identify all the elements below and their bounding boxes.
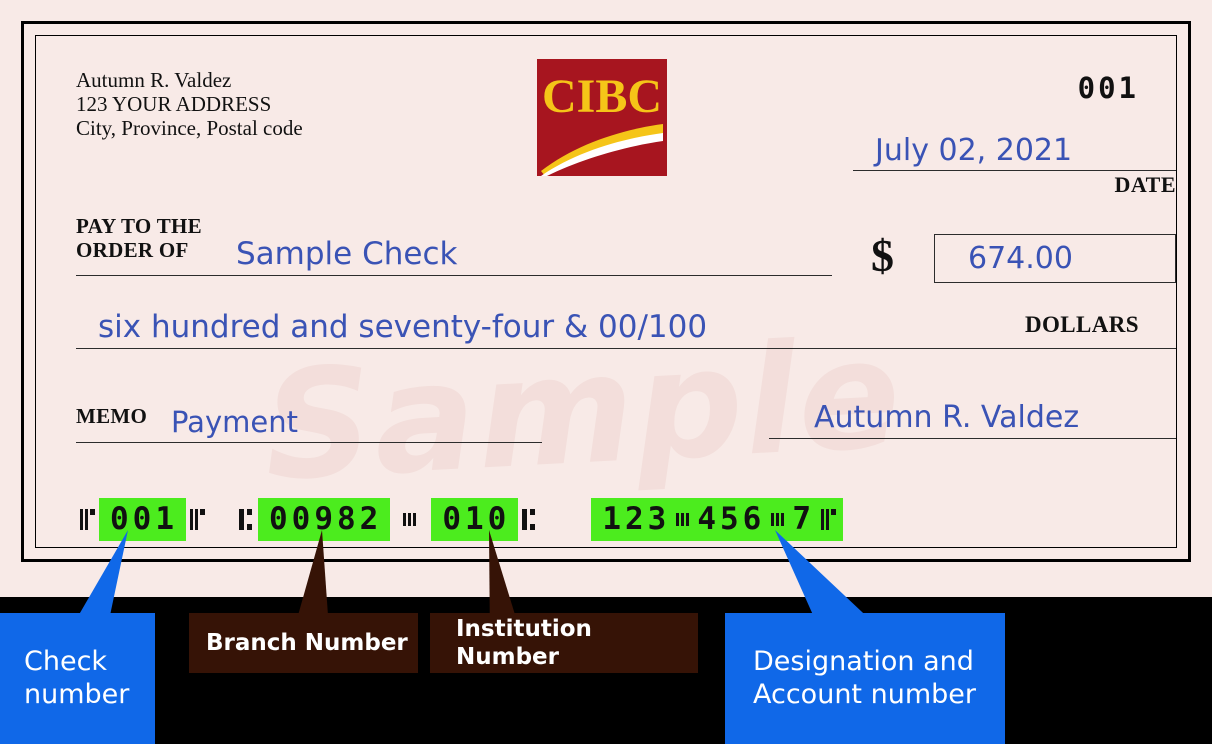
signature-field: Autumn R. Valdez bbox=[769, 400, 1176, 439]
callout-account-number-label: Designation and Account number bbox=[753, 645, 976, 710]
on-us-symbol-icon-2 bbox=[189, 506, 206, 533]
payee-value[interactable]: Sample Check bbox=[236, 236, 458, 272]
on-us-symbol-icon bbox=[79, 506, 96, 533]
amount-numeric-value: 674.00 bbox=[968, 241, 1073, 276]
micr-account-part-3: 7 bbox=[792, 500, 815, 537]
micr-institution-number: 010 bbox=[431, 497, 519, 541]
pay-to-order-label-line-1: PAY TO THE bbox=[76, 214, 202, 238]
payee-underline bbox=[76, 275, 832, 276]
amount-words-value[interactable]: six hundred and seventy-four & 00/100 bbox=[98, 309, 708, 345]
callout-institution-number-label: Institution Number bbox=[456, 615, 592, 670]
micr-check-number: 001 bbox=[99, 497, 186, 541]
signature-underline bbox=[769, 438, 1176, 439]
on-us-symbol-icon-3 bbox=[820, 505, 837, 532]
callout-check-number[interactable]: Check number bbox=[0, 613, 155, 744]
micr-account-group: 123 456 7 bbox=[591, 497, 843, 541]
dollars-label: DOLLARS bbox=[1025, 312, 1139, 337]
dash-symbol-icon-3 bbox=[770, 505, 787, 532]
dash-symbol-icon-2 bbox=[675, 505, 692, 532]
check-number-top-right: 001 bbox=[1077, 71, 1139, 105]
check-document: Sample Autumn R. Valdez 123 YOUR ADDRESS… bbox=[21, 21, 1191, 562]
dash-symbol-icon bbox=[402, 506, 419, 533]
pay-to-order-label: PAY TO THE ORDER OF bbox=[76, 214, 202, 262]
callout-branch-number-label: Branch Number bbox=[206, 629, 408, 656]
date-underline bbox=[853, 170, 1176, 171]
cibc-wordmark-text: CIBC bbox=[541, 70, 663, 123]
transit-symbol-icon bbox=[238, 506, 255, 533]
payer-address-line-1: 123 YOUR ADDRESS bbox=[76, 92, 272, 116]
memo-field: Payment bbox=[76, 405, 542, 443]
cibc-logo: CIBC bbox=[537, 59, 667, 176]
payer-address-line-2: City, Province, Postal code bbox=[76, 116, 303, 140]
amount-numeric-box[interactable]: 674.00 bbox=[934, 234, 1176, 283]
memo-value[interactable]: Payment bbox=[171, 405, 298, 439]
payer-name: Autumn R. Valdez bbox=[76, 68, 232, 92]
payee-field: Sample Check bbox=[76, 236, 832, 276]
payer-address-block: Autumn R. Valdez 123 YOUR ADDRESS City, … bbox=[76, 68, 303, 140]
callout-check-number-label: Check number bbox=[24, 645, 130, 710]
memo-label: MEMO bbox=[76, 404, 148, 428]
pay-to-order-label-line-2: ORDER OF bbox=[76, 238, 189, 262]
amount-words-underline bbox=[76, 348, 1176, 349]
micr-account-part-1: 123 bbox=[602, 500, 671, 537]
signature-value[interactable]: Autumn R. Valdez bbox=[814, 400, 1080, 435]
micr-branch-number: 00982 bbox=[258, 497, 391, 541]
cibc-swoosh-icon bbox=[541, 124, 663, 176]
memo-underline bbox=[76, 442, 542, 443]
micr-account-part-2: 456 bbox=[697, 500, 766, 537]
micr-line: 001 00982 010 123 456 bbox=[76, 497, 843, 541]
callout-account-number[interactable]: Designation and Account number bbox=[725, 613, 1005, 744]
date-field: July 02, 2021 DATE bbox=[853, 133, 1176, 198]
callout-institution-number[interactable]: Institution Number bbox=[430, 613, 698, 673]
currency-symbol: $ bbox=[871, 230, 894, 281]
transit-symbol-icon-2 bbox=[521, 506, 538, 533]
date-label: DATE bbox=[1114, 172, 1176, 197]
callout-branch-number[interactable]: Branch Number bbox=[189, 613, 418, 673]
date-value[interactable]: July 02, 2021 bbox=[875, 133, 1073, 168]
amount-words-field: six hundred and seventy-four & 00/100 bbox=[76, 309, 1176, 349]
